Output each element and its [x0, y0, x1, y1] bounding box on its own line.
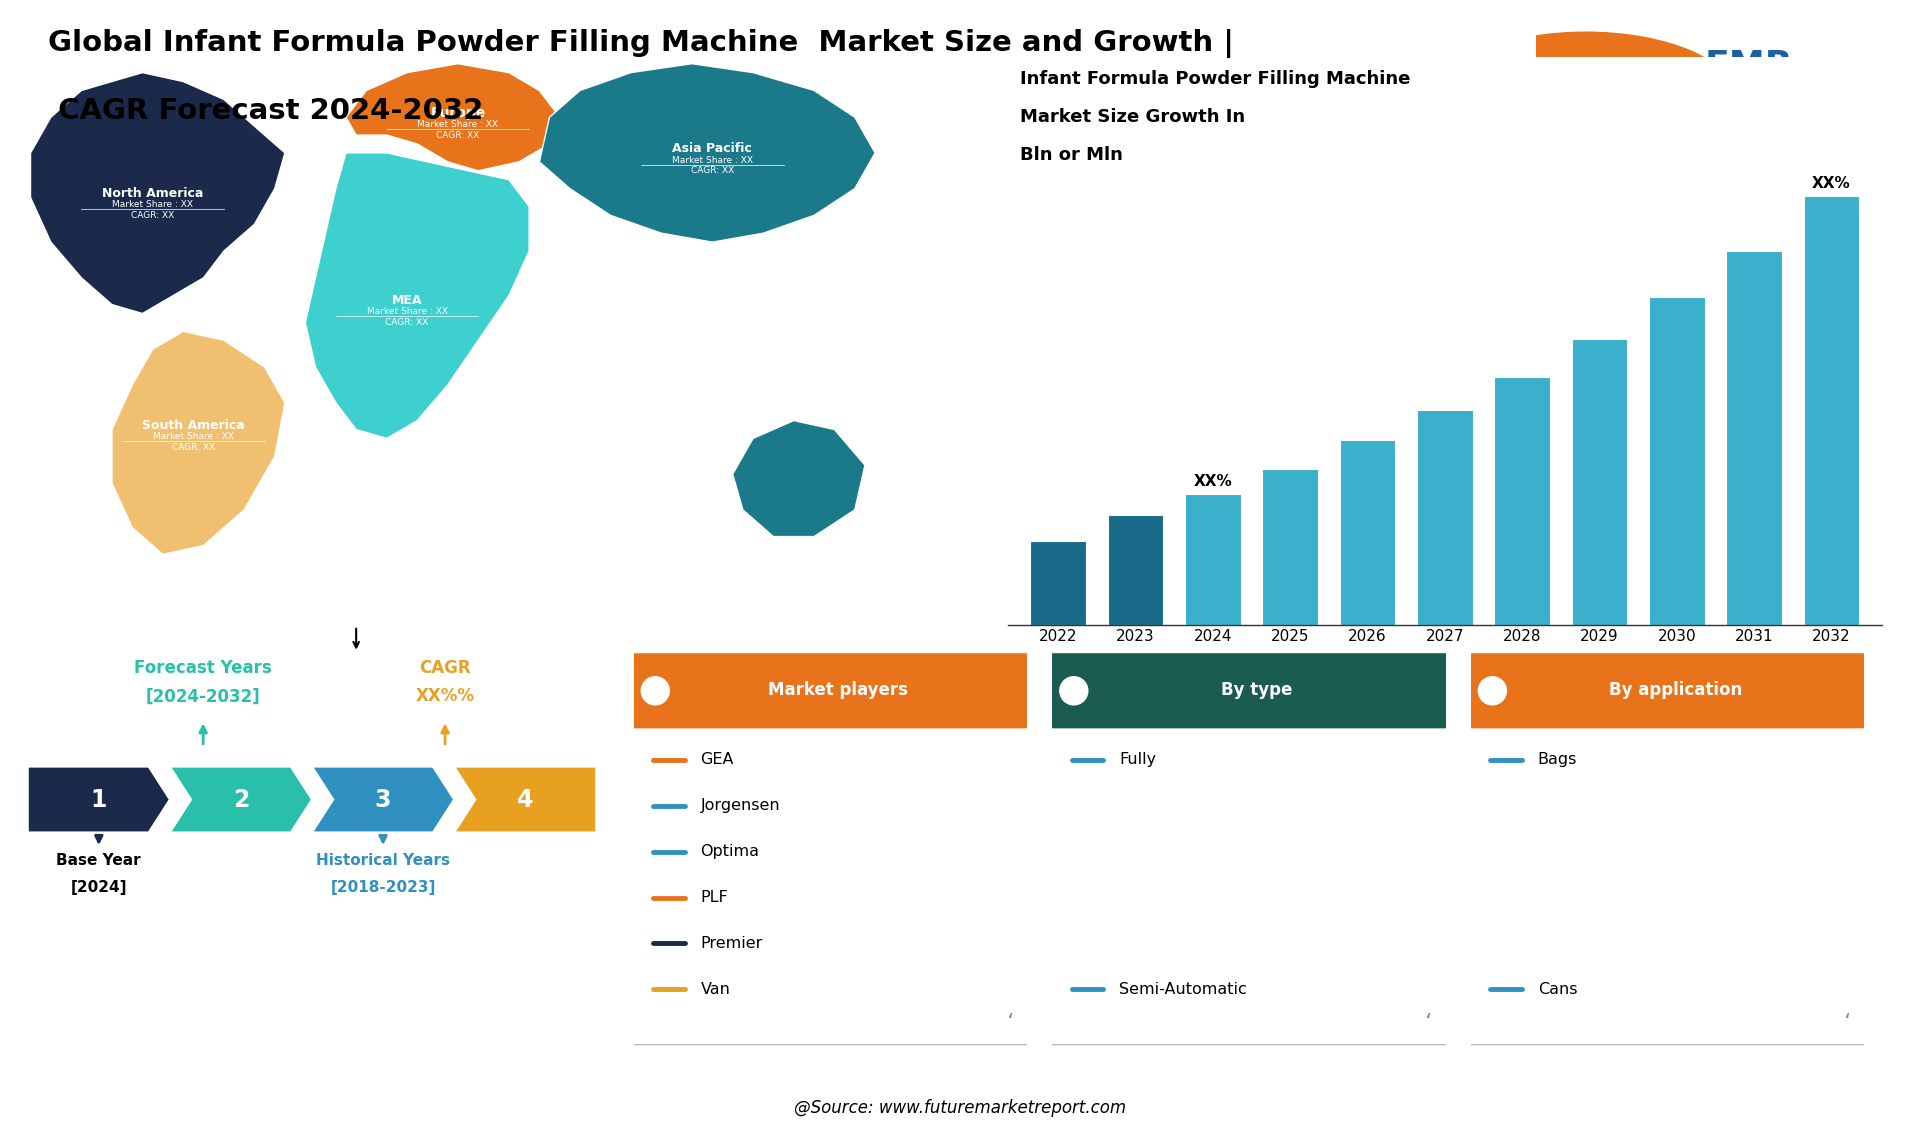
FancyBboxPatch shape — [626, 653, 1035, 729]
Circle shape — [1058, 675, 1089, 707]
Text: ,: , — [1841, 1008, 1849, 1029]
Text: PLF: PLF — [701, 890, 728, 905]
Text: Premier: Premier — [701, 936, 762, 951]
Polygon shape — [31, 72, 284, 314]
Text: @Source: www.futuremarketreport.com: @Source: www.futuremarketreport.com — [795, 1099, 1125, 1117]
Text: Asia Pacific: Asia Pacific — [672, 142, 753, 155]
Text: XX%%: XX%% — [415, 688, 474, 705]
Bar — [1185, 494, 1240, 625]
Text: Optima: Optima — [701, 845, 760, 860]
Text: Global Infant Formula Powder Filling Machine  Market Size and Growth |: Global Infant Formula Powder Filling Mac… — [48, 29, 1235, 57]
Bar — [1108, 516, 1164, 625]
Text: 🏃: 🏃 — [1578, 85, 1594, 109]
Bar — [1031, 541, 1087, 625]
Polygon shape — [111, 331, 284, 555]
Polygon shape — [311, 767, 455, 832]
FancyBboxPatch shape — [1048, 724, 1450, 1045]
Bar — [1572, 339, 1628, 625]
Text: 1: 1 — [90, 787, 108, 811]
Bar — [1803, 196, 1859, 625]
Text: By application: By application — [1609, 682, 1741, 699]
Text: North America: North America — [102, 187, 204, 199]
Text: CAGR: XX: CAGR: XX — [436, 131, 480, 140]
Circle shape — [1436, 32, 1736, 163]
Polygon shape — [169, 767, 311, 832]
Text: ,: , — [1423, 1008, 1430, 1029]
Text: Base Year: Base Year — [56, 854, 142, 869]
Text: FUTURE MARKET REPORT: FUTURE MARKET REPORT — [1701, 126, 1832, 136]
Text: CAGR: XX: CAGR: XX — [691, 166, 733, 175]
Bar — [1726, 251, 1782, 625]
Text: [2018-2023]: [2018-2023] — [330, 880, 436, 895]
Text: Cans: Cans — [1538, 982, 1576, 997]
Text: CAGR: XX: CAGR: XX — [386, 317, 428, 327]
Text: South America: South America — [142, 418, 244, 432]
Text: FMR: FMR — [1705, 49, 1793, 84]
Bar — [1340, 440, 1396, 625]
Text: Market Share : XX: Market Share : XX — [367, 307, 447, 316]
Text: ,: , — [1004, 1008, 1012, 1029]
Text: Jorgensen: Jorgensen — [701, 799, 780, 814]
Text: Bags: Bags — [1538, 753, 1576, 768]
Polygon shape — [733, 421, 864, 536]
Text: Market Share : XX: Market Share : XX — [417, 120, 499, 128]
Text: [2024]: [2024] — [71, 880, 127, 895]
Text: By type: By type — [1221, 682, 1292, 699]
Text: 3: 3 — [374, 787, 392, 811]
FancyBboxPatch shape — [630, 724, 1031, 1045]
Text: MEA: MEA — [392, 293, 422, 307]
Text: Infant Formula Powder Filling Machine: Infant Formula Powder Filling Machine — [1020, 70, 1409, 88]
FancyBboxPatch shape — [1044, 653, 1453, 729]
Bar — [1494, 377, 1549, 625]
Text: Bln or Mln: Bln or Mln — [1020, 146, 1123, 164]
Text: XX%: XX% — [1812, 176, 1851, 191]
Bar — [1417, 410, 1473, 625]
Text: Van: Van — [701, 982, 730, 997]
Circle shape — [639, 675, 670, 707]
FancyBboxPatch shape — [1463, 653, 1872, 729]
Text: CAGR: XX: CAGR: XX — [171, 442, 215, 452]
Text: Forecast Years: Forecast Years — [134, 659, 273, 677]
Bar — [1261, 469, 1317, 625]
Text: Market Share : XX: Market Share : XX — [154, 432, 234, 441]
Text: CAGR Forecast 2024-2032: CAGR Forecast 2024-2032 — [48, 97, 484, 125]
Text: Historical Years: Historical Years — [317, 854, 449, 869]
FancyBboxPatch shape — [1467, 724, 1868, 1045]
Text: Fully: Fully — [1119, 753, 1156, 768]
Text: Semi-Automatic: Semi-Automatic — [1119, 982, 1246, 997]
Text: Market Share : XX: Market Share : XX — [672, 156, 753, 165]
Text: Market Share : XX: Market Share : XX — [111, 201, 194, 210]
Text: Europe: Europe — [430, 105, 486, 120]
Polygon shape — [455, 767, 597, 832]
Text: CAGR: XX: CAGR: XX — [131, 211, 175, 220]
Text: 2: 2 — [232, 787, 250, 811]
Text: Market Size Growth In: Market Size Growth In — [1020, 108, 1244, 126]
Text: Market players: Market players — [768, 682, 908, 699]
Text: 4: 4 — [516, 787, 534, 811]
Text: XX%: XX% — [1194, 474, 1233, 489]
Bar — [1649, 297, 1705, 625]
Text: [2024-2032]: [2024-2032] — [146, 688, 261, 705]
Polygon shape — [305, 152, 530, 439]
Circle shape — [1476, 675, 1507, 707]
Polygon shape — [346, 64, 561, 171]
Polygon shape — [27, 767, 169, 832]
Text: CAGR: CAGR — [419, 659, 470, 677]
Polygon shape — [540, 64, 876, 242]
Text: GEA: GEA — [701, 753, 733, 768]
